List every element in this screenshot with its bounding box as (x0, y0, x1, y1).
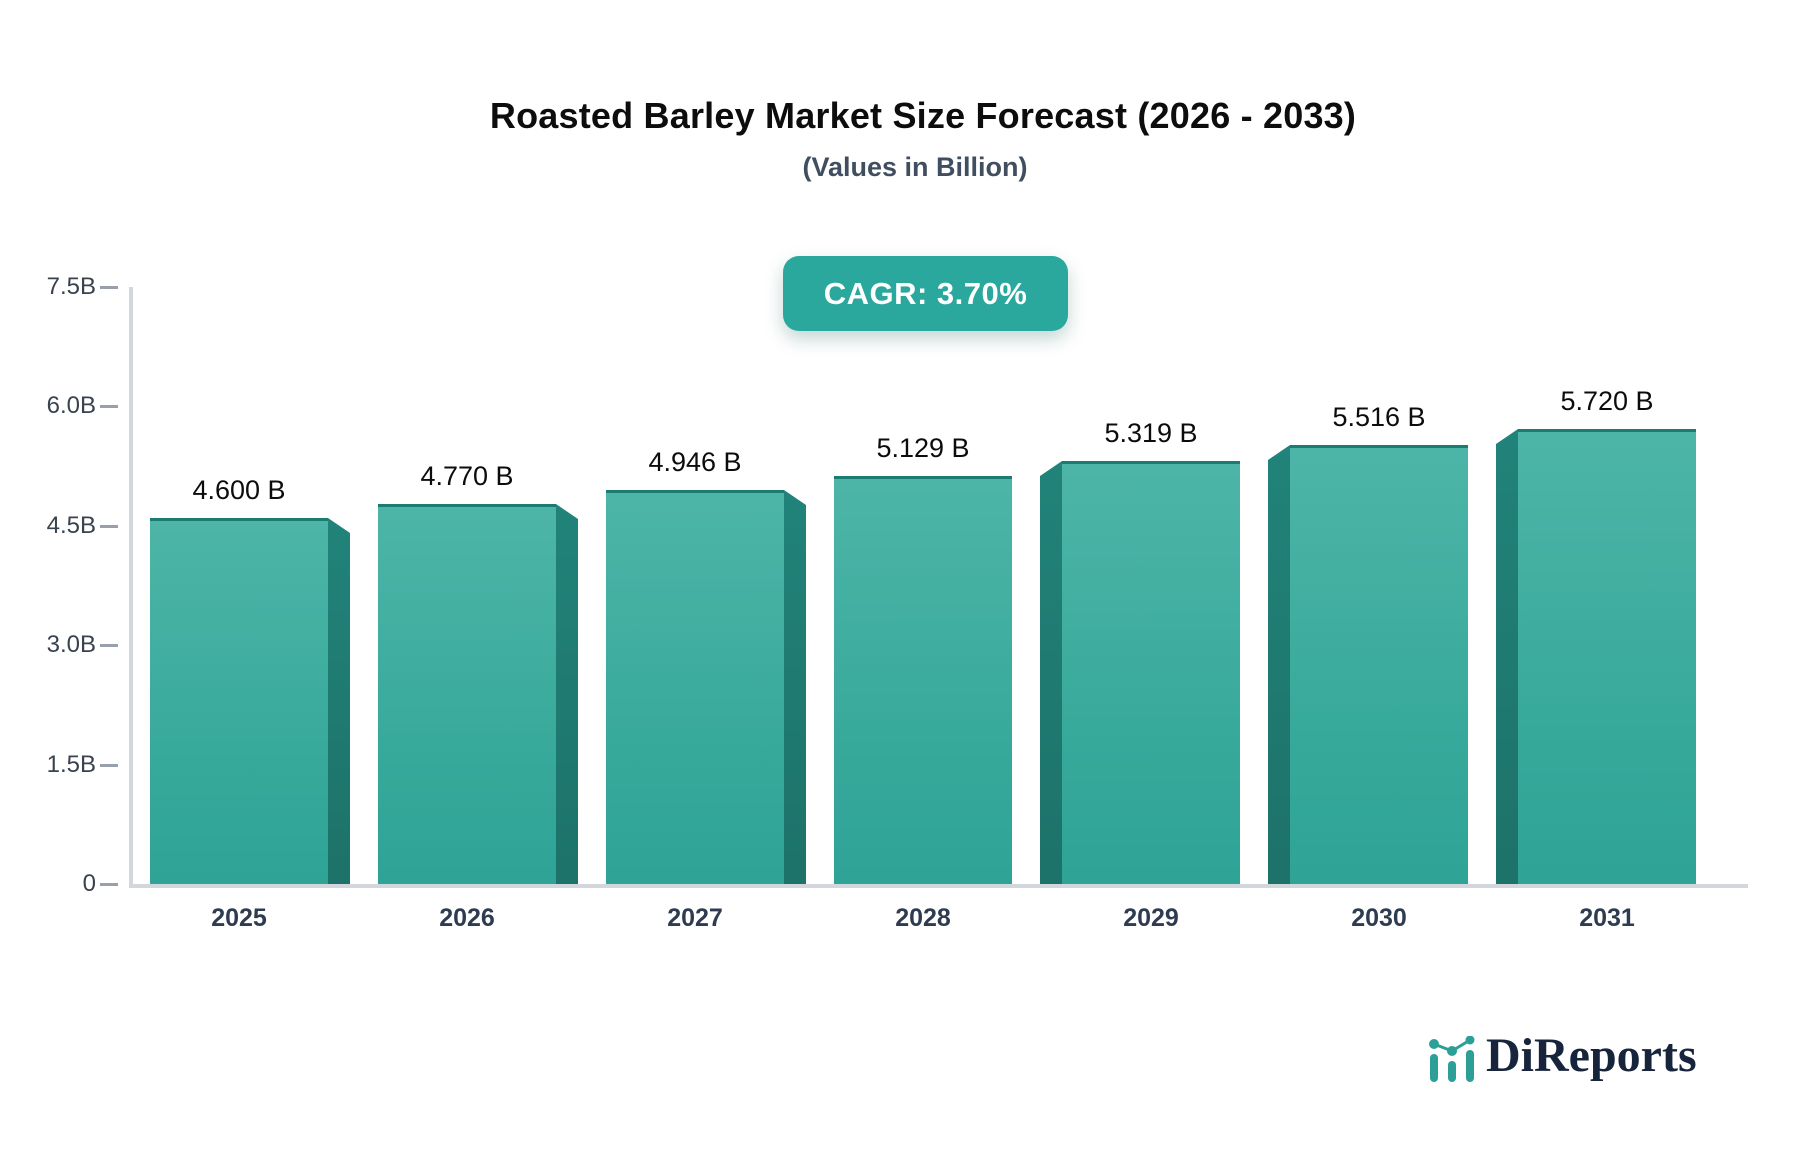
x-axis-label: 2029 (1123, 904, 1179, 932)
x-axis-label: 2028 (895, 904, 951, 932)
x-axis-label: 2031 (1579, 904, 1635, 932)
brand-logo-text: DiReports (1486, 1029, 1697, 1082)
bar-value-label: 5.319 B (1104, 418, 1198, 448)
x-axis-label: 2027 (667, 904, 723, 932)
y-axis-tick (100, 405, 118, 409)
bar-2029-bevel (1040, 461, 1062, 884)
y-axis-tick-label: 1.5B (46, 750, 96, 778)
y-axis-tick (100, 883, 118, 886)
cagr-badge: CAGR: 3.70% (783, 256, 1068, 331)
x-axis-line (129, 884, 1748, 888)
bar-2031-bevel (1496, 429, 1518, 884)
y-axis-tick-label: 3.0B (46, 631, 96, 659)
bar-value-label: 4.770 B (420, 461, 514, 491)
y-axis-tick (100, 644, 118, 648)
chart-title: Roasted Barley Market Size Forecast (202… (489, 95, 1357, 136)
bar-2026 (378, 504, 556, 884)
y-axis-line (129, 287, 133, 888)
bar-2026-bevel (556, 504, 578, 884)
bar-value-label: 4.946 B (648, 447, 742, 477)
bar-2029 (1062, 461, 1240, 884)
bar-2030-bevel (1268, 445, 1290, 884)
bar-value-label: 5.129 B (876, 433, 970, 463)
y-axis-tick-label: 0 (82, 870, 96, 897)
bar-2030 (1290, 445, 1468, 884)
x-axis-label: 2026 (439, 904, 495, 932)
bar-2027-bevel (784, 490, 806, 884)
bar-2031 (1518, 429, 1696, 884)
bar-2027 (606, 490, 784, 884)
x-axis-label: 2025 (211, 904, 267, 932)
y-axis-tick-label: 6.0B (46, 392, 96, 420)
y-axis-tick (100, 524, 118, 528)
bar-2025 (150, 518, 328, 884)
y-axis-tick-label: 7.5B (46, 273, 96, 300)
bar-chart-logo-icon (1429, 1036, 1475, 1082)
bar-value-label: 5.720 B (1560, 386, 1654, 416)
x-axis-label: 2030 (1351, 904, 1407, 932)
brand-logo: DiReports (1428, 1030, 1697, 1082)
bar-2025-bevel (328, 518, 350, 884)
bar-2028 (834, 476, 1012, 884)
bar-value-label: 5.516 B (1332, 402, 1426, 432)
bar-value-label: 4.600 B (192, 475, 286, 505)
y-axis-tick-label: 4.5B (46, 511, 96, 539)
y-axis-tick (100, 286, 118, 289)
y-axis-tick (100, 763, 118, 767)
cagr-badge-label: CAGR: 3.70% (823, 275, 1028, 311)
chart-subtitle: (Values in Billion) (802, 152, 1028, 182)
